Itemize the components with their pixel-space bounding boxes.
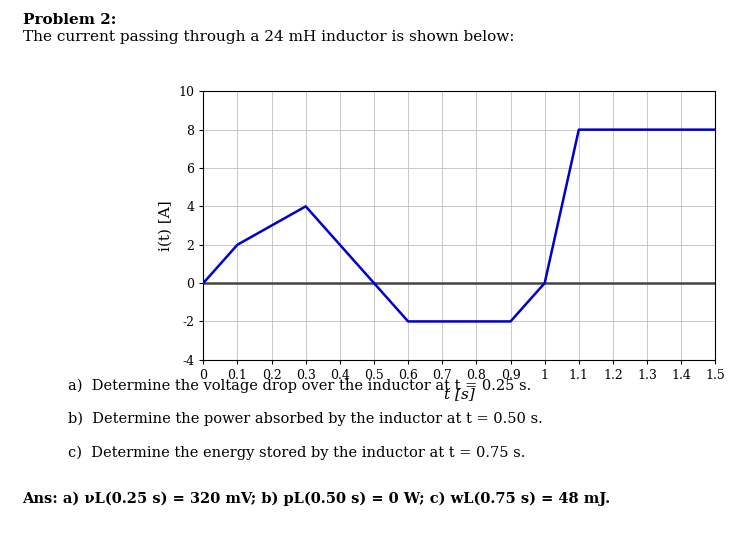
Y-axis label: i(t) [A]: i(t) [A]	[159, 200, 172, 251]
Text: Problem 2:: Problem 2:	[23, 13, 116, 27]
Text: c)  Determine the energy stored by the inductor at t = 0.75 s.: c) Determine the energy stored by the in…	[68, 445, 525, 460]
Text: b)  Determine the power absorbed by the inductor at t = 0.50 s.: b) Determine the power absorbed by the i…	[68, 412, 542, 426]
Text: a)  Determine the voltage drop over the inductor at t = 0.25 s.: a) Determine the voltage drop over the i…	[68, 379, 531, 393]
X-axis label: t [s]: t [s]	[444, 387, 475, 401]
Text: The current passing through a 24 mH inductor is shown below:: The current passing through a 24 mH indu…	[23, 30, 514, 43]
Text: Ans: a) νL(0.25 s) = 320 mV; b) pL(0.50 s) = 0 W; c) wL(0.75 s) = 48 mJ.: Ans: a) νL(0.25 s) = 320 mV; b) pL(0.50 …	[23, 492, 611, 506]
